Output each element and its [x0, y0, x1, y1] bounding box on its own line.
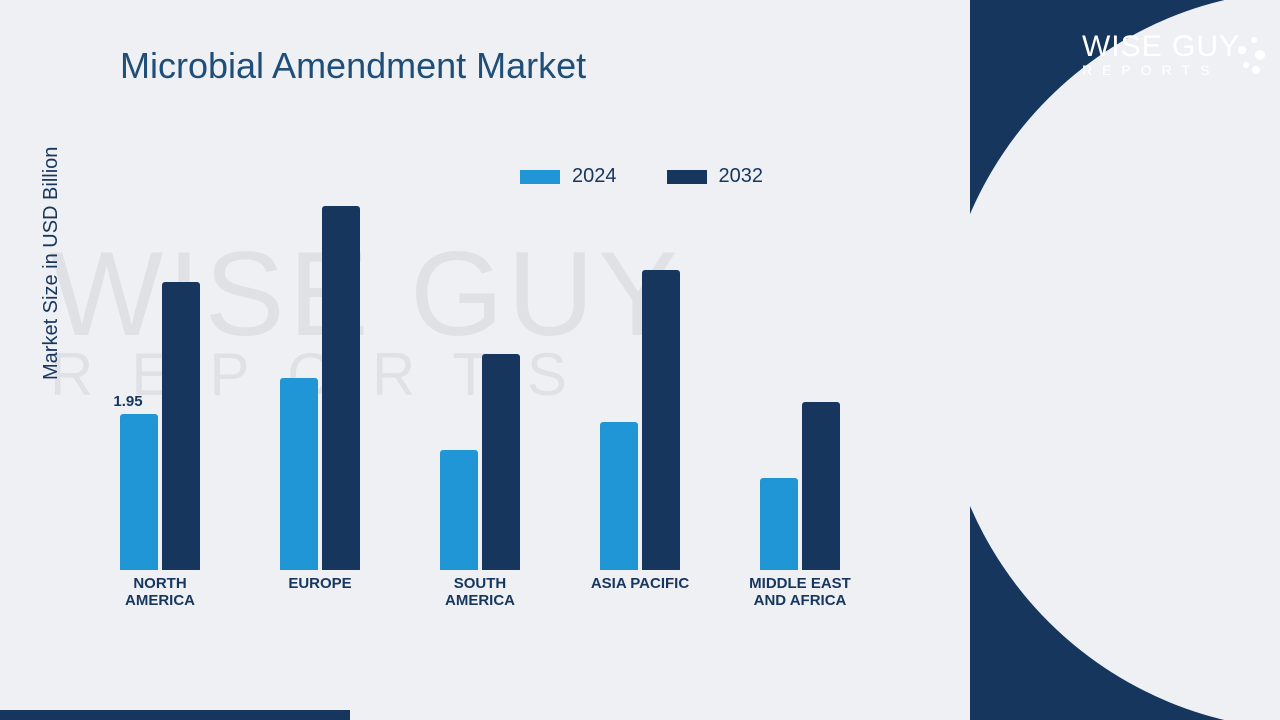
x-axis-label: EUROPE [260, 575, 380, 592]
x-axis-label: SOUTH AMERICA [420, 575, 540, 610]
plot-area: 1.95NORTH AMERICAEUROPESOUTH AMERICAASIA… [100, 170, 900, 570]
footer-accent-bar [0, 710, 350, 720]
bar-series-2032 [642, 270, 680, 570]
canvas: WISE GUY REPORTS Microbial Amendment Mar… [0, 0, 1280, 720]
x-axis-label: ASIA PACIFIC [580, 575, 700, 592]
bar-series-2032 [802, 402, 840, 570]
y-axis-label: Market Size in USD Billion [40, 147, 63, 380]
bar-series-2024 [440, 450, 478, 570]
x-axis-label: MIDDLE EAST AND AFRICA [740, 575, 860, 610]
bar-series-2032 [162, 282, 200, 570]
bar-value-label: 1.95 [98, 393, 158, 410]
bar-series-2024 [280, 378, 318, 570]
chart-title: Microbial Amendment Market [120, 45, 586, 87]
bar-series-2024 [760, 478, 798, 570]
bar-series-2024 [120, 414, 158, 570]
bar-series-2032 [482, 354, 520, 570]
x-axis-label: NORTH AMERICA [100, 575, 220, 610]
bar-series-2032 [322, 206, 360, 570]
brand-line1: WISE GUY [1082, 30, 1240, 64]
brand-line2: REPORTS [1082, 62, 1240, 78]
brand-logo: WISE GUY REPORTS [1082, 30, 1240, 78]
brand-head-icon [1230, 30, 1270, 80]
bar-series-2024 [600, 422, 638, 570]
